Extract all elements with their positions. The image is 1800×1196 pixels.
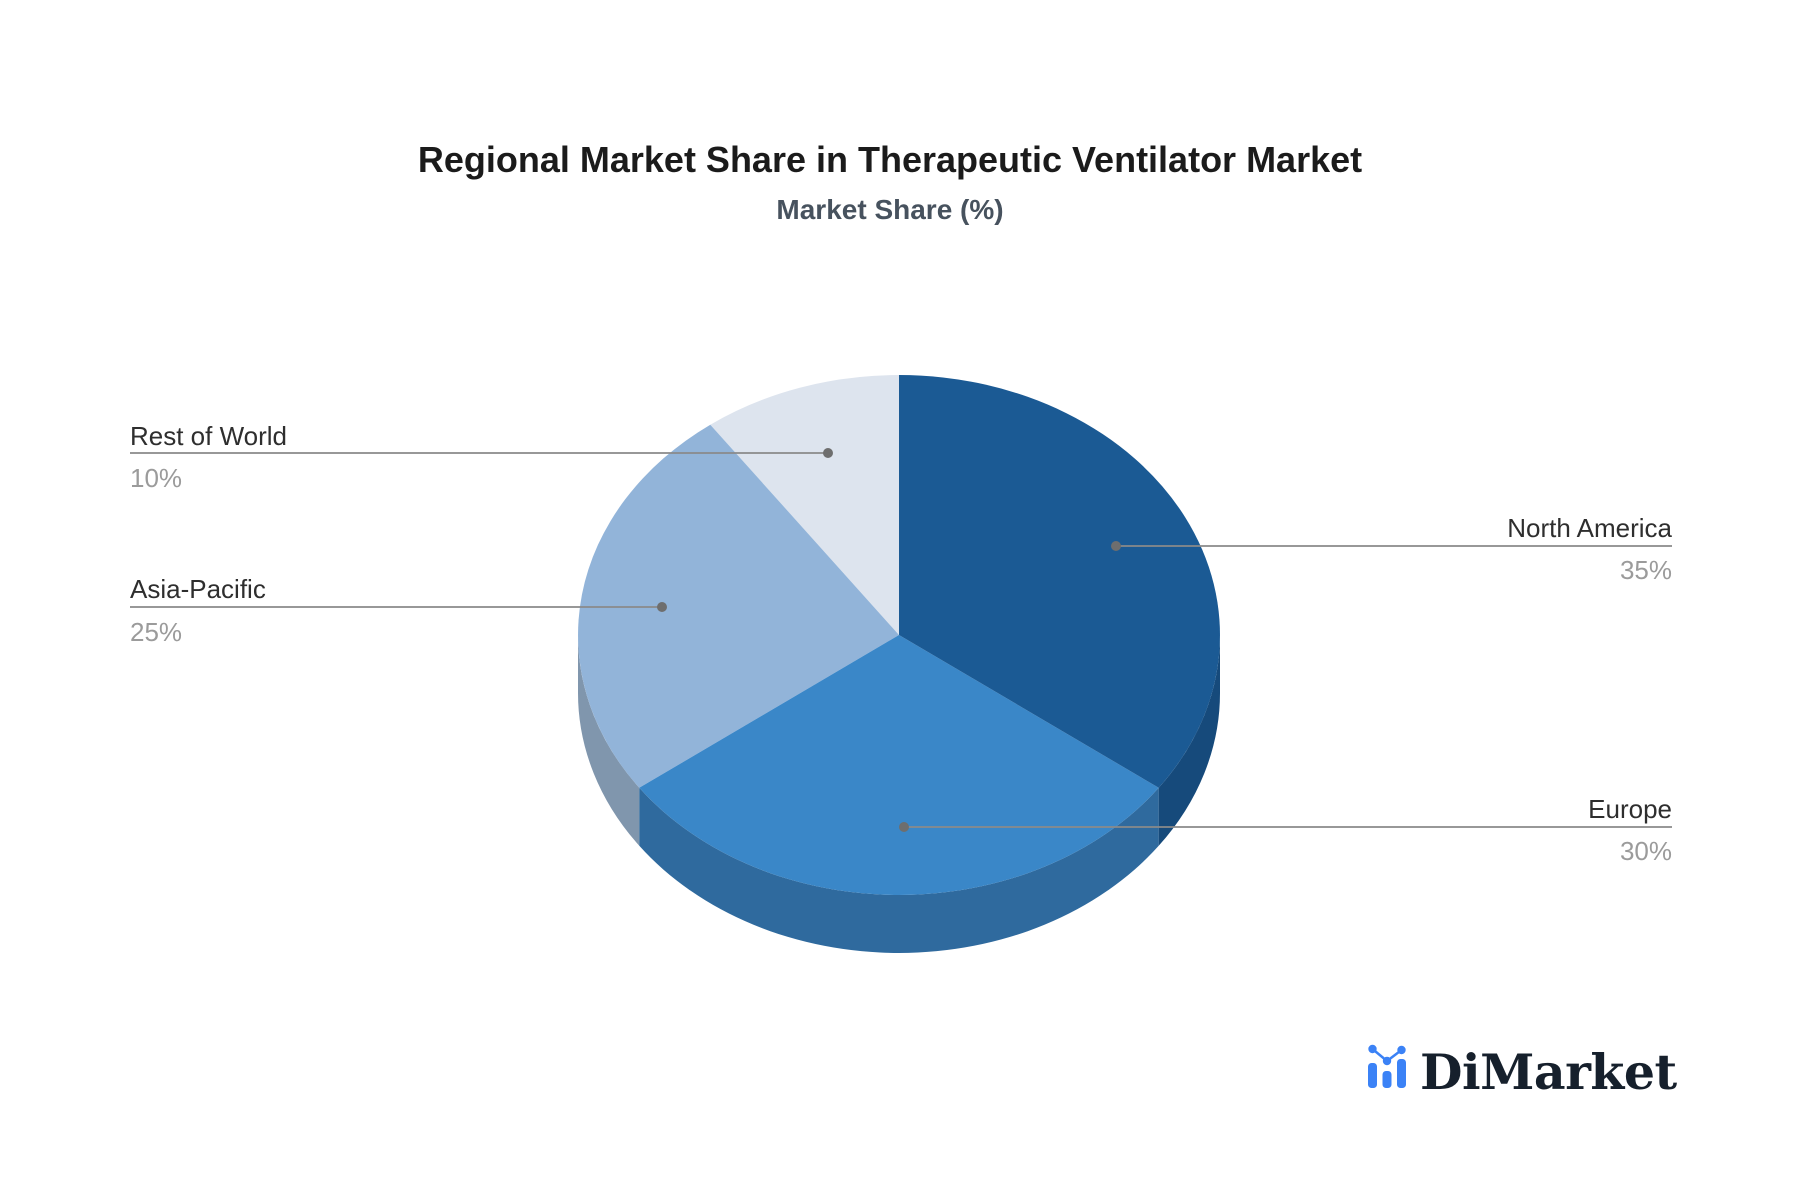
bar-chart-icon-dot-left [1368, 1044, 1377, 1054]
pie-slice-north-america [899, 375, 1220, 788]
bar-chart-icon-dot-middle [1382, 1056, 1392, 1066]
logo-text: DiMarket [1420, 1043, 1678, 1101]
pie-slice-europe [639, 635, 1159, 895]
leader-dot-rest-of-world [823, 448, 833, 458]
pie-side-asia-pacific [578, 635, 640, 846]
leader-dot-north-america [1111, 541, 1121, 551]
leader-dot-asia-pacific [657, 602, 667, 612]
label-europe: Europe [1588, 794, 1672, 824]
bar-chart-icon-bar-left [1368, 1063, 1377, 1088]
pie-chart [578, 375, 1220, 953]
chart-title: Regional Market Share in Therapeutic Ven… [418, 139, 1362, 180]
value-asia-pacific: 25% [130, 617, 182, 647]
label-north-america: North America [1507, 513, 1672, 543]
slice-labels: Rest of World 10% Asia-Pacific 25% North… [130, 421, 1673, 866]
pie-side-north-america [1158, 635, 1220, 846]
leader-lines [130, 448, 1672, 832]
value-rest-of-world: 10% [130, 463, 182, 493]
bar-chart-icon-bar-middle [1382, 1071, 1392, 1088]
leader-dot-europe [899, 822, 909, 832]
pie-slice-rest-of-world [710, 375, 899, 635]
pie-slice-asia-pacific [578, 424, 899, 788]
value-europe: 30% [1620, 836, 1672, 866]
bar-chart-icon-bar-right [1397, 1059, 1406, 1088]
value-north-america: 35% [1620, 555, 1672, 585]
label-asia-pacific: Asia-Pacific [130, 574, 266, 604]
pie-side-europe [639, 787, 1159, 953]
bar-chart-icon-dot-right [1397, 1045, 1406, 1055]
label-rest-of-world: Rest of World [130, 421, 287, 451]
chart-subtitle: Market Share (%) [776, 194, 1003, 225]
brand-logo: DiMarket [1368, 1043, 1678, 1101]
bar-chart-icon [1368, 1044, 1406, 1088]
